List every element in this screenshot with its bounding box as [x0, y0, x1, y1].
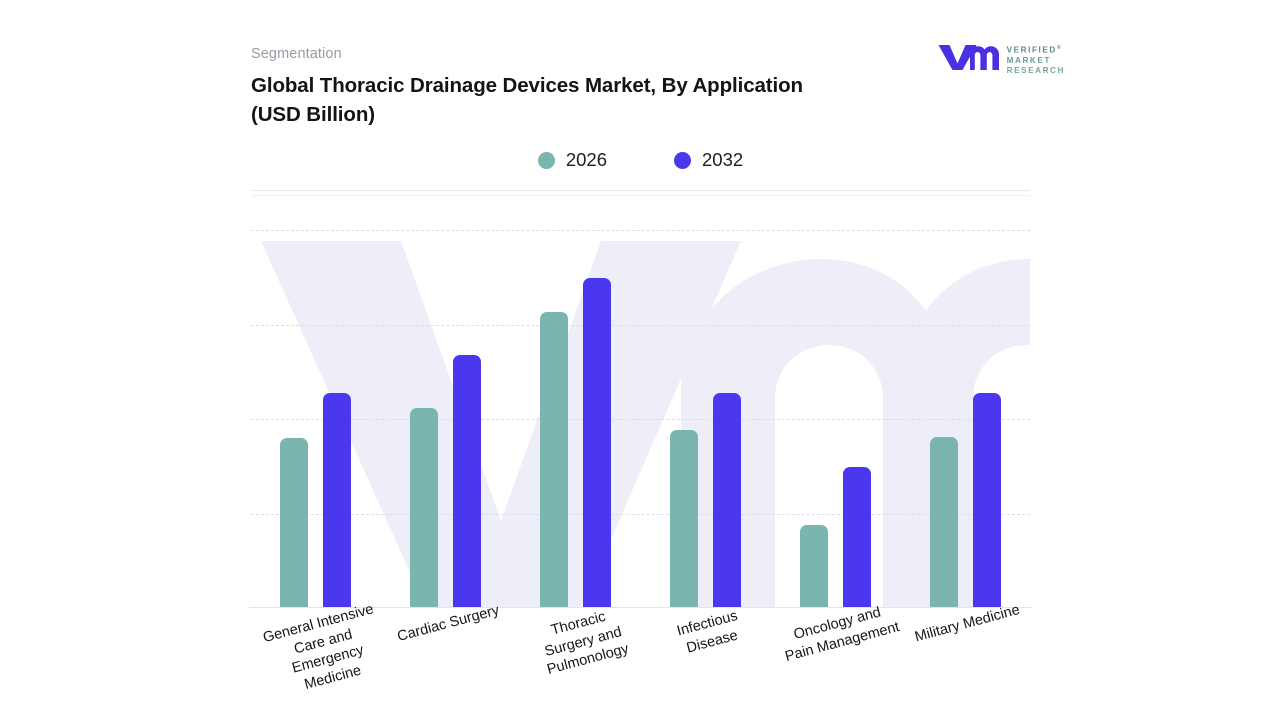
bar-group	[770, 196, 900, 607]
gridline-3	[251, 324, 1030, 326]
gridline-4	[251, 230, 1030, 232]
bar-2026[interactable]	[540, 312, 569, 607]
legend-divider	[251, 190, 1030, 191]
gridline-1	[251, 513, 1030, 515]
bar-2026[interactable]	[929, 436, 958, 607]
bar-2032[interactable]	[453, 354, 482, 607]
bar-2026[interactable]	[669, 430, 698, 607]
x-axis-line	[249, 607, 1032, 608]
x-axis-label-cell: Military Medicine	[900, 602, 1030, 717]
bar-2032[interactable]	[842, 467, 871, 607]
x-axis-label-cell: Cardiac Surgery	[381, 602, 511, 717]
x-axis-label-cell: Oncology and Pain Management	[770, 604, 901, 717]
bar-2032[interactable]	[583, 278, 612, 607]
bar-2026[interactable]	[799, 524, 828, 607]
bar-group	[381, 196, 511, 607]
bar-2032[interactable]	[712, 392, 741, 607]
logo-line-verified: VERIFIED®	[1006, 45, 1061, 55]
x-axis-label: General Intensive Care and Emergency Med…	[261, 601, 376, 693]
bar-group	[900, 196, 1030, 607]
bar-series-container	[251, 196, 1030, 607]
bar-group	[640, 196, 770, 607]
legend-swatch-2032	[674, 151, 691, 169]
legend-swatch-2026	[537, 151, 555, 169]
vmr-logo-mark-icon	[937, 42, 999, 77]
legend-item-2032[interactable]: 2032	[674, 150, 743, 170]
plot-area	[249, 195, 1032, 608]
x-axis-label-cell: General Intensive Care and Emergency Med…	[251, 601, 381, 717]
bar-2032[interactable]	[323, 392, 352, 607]
chart-legend: 2026 2032	[251, 150, 1030, 170]
x-axis-label-cell: Thoracic Surgery and Pulmonology	[511, 609, 641, 717]
plot-top-rule	[251, 195, 1030, 196]
x-axis-label: Oncology and Pain Management	[783, 604, 902, 665]
legend-label-2026: 2026	[565, 149, 607, 170]
vmr-logo-wordmark: VERIFIED® MARKET RESEARCH	[1007, 43, 1065, 76]
x-axis-labels: General Intensive Care and Emergency Med…	[251, 601, 1030, 717]
bar-group	[511, 196, 641, 607]
segmentation-kicker: Segmentation	[251, 46, 342, 62]
logo-line-market: MARKET	[1006, 56, 1051, 66]
legend-item-2026[interactable]: 2026	[537, 149, 607, 170]
bar-2026[interactable]	[410, 407, 439, 607]
gridline-2	[251, 419, 1030, 420]
legend-label-2032: 2032	[702, 149, 744, 170]
x-axis-label: Infectious Disease	[675, 607, 740, 657]
bar-2026[interactable]	[280, 437, 309, 607]
x-axis-label-cell: Infectious Disease	[640, 608, 770, 717]
bar-2032[interactable]	[972, 392, 1001, 607]
chart-header: Segmentation Global Thoracic Drainage De…	[251, 44, 951, 129]
registered-mark-icon: ®	[1056, 45, 1061, 52]
x-axis-label: Thoracic Surgery and Pulmonology	[542, 608, 631, 679]
vmr-logo: VERIFIED® MARKET RESEARCH	[937, 42, 1065, 77]
bar-group	[251, 196, 381, 607]
page-title: Global Thoracic Drainage Devices Market,…	[251, 74, 803, 126]
logo-line-research: RESEARCH	[1006, 66, 1065, 76]
